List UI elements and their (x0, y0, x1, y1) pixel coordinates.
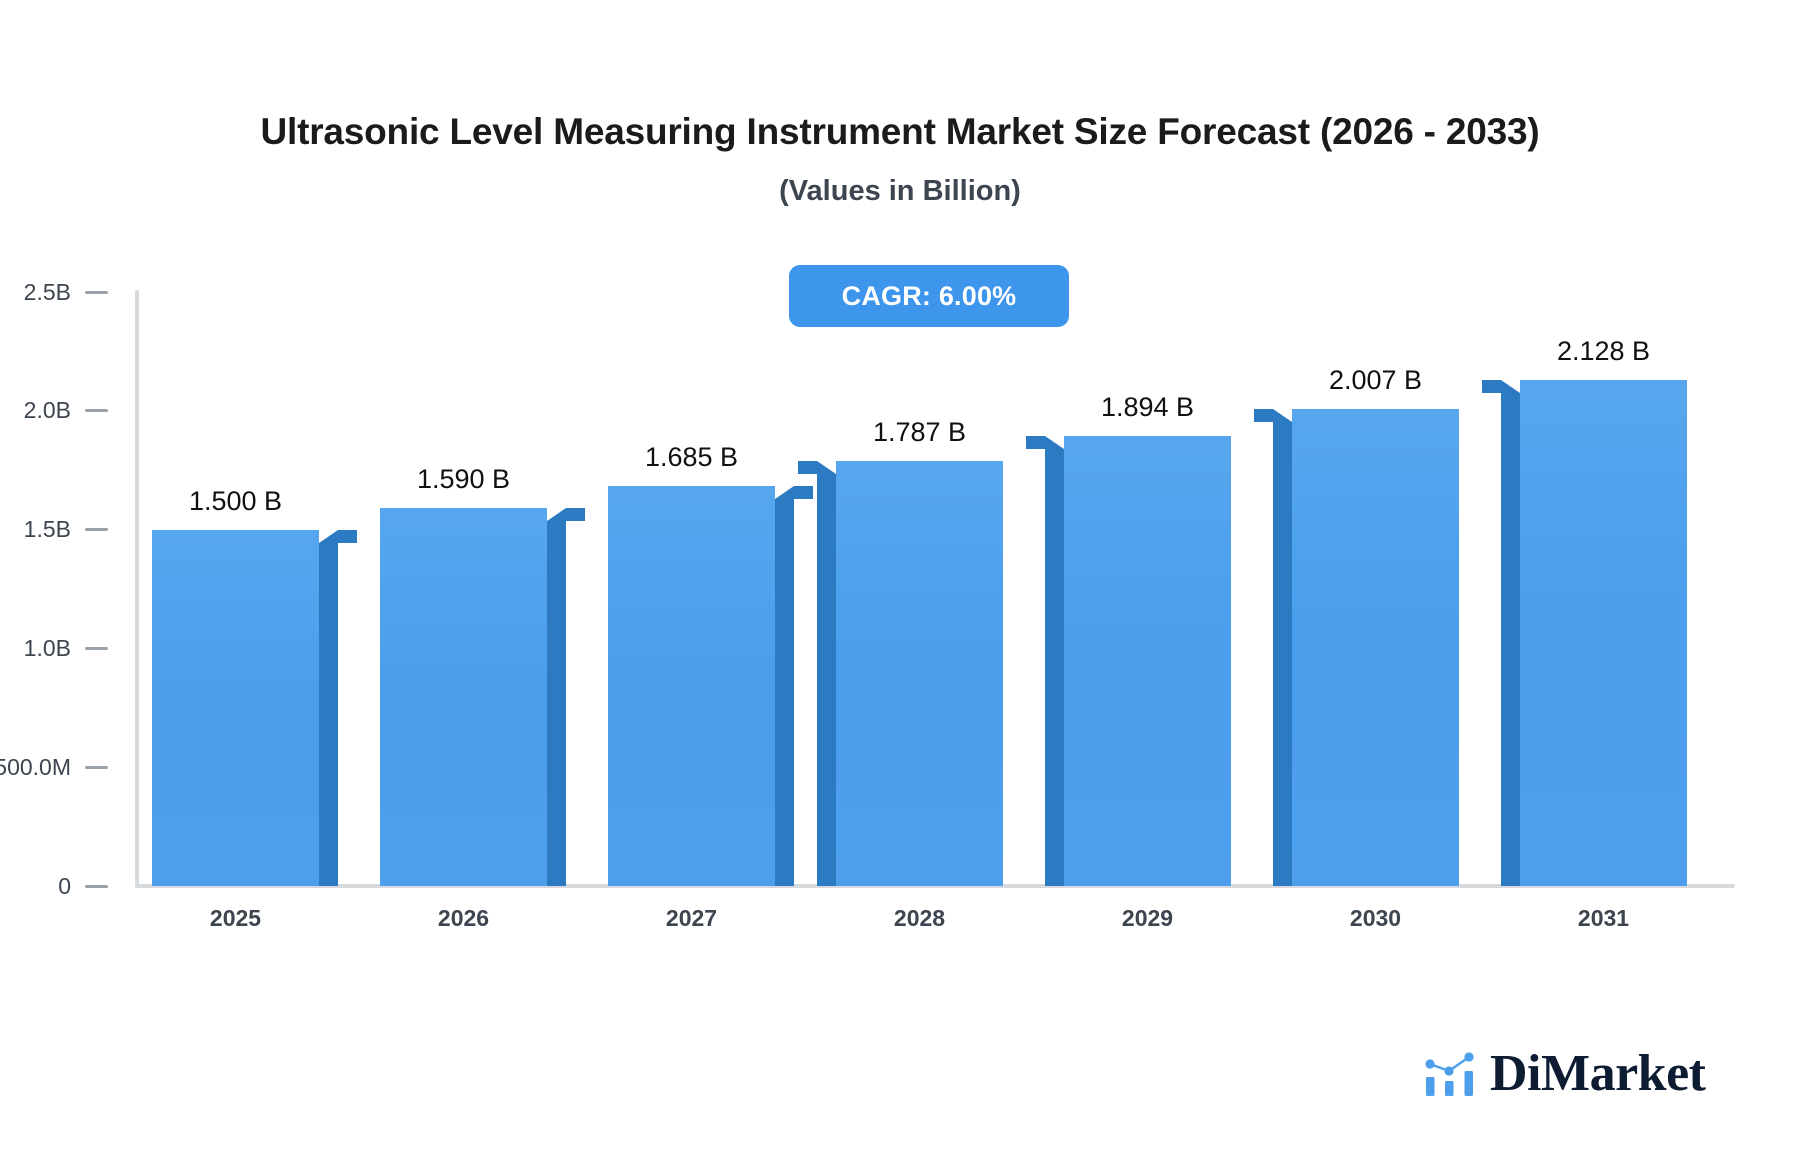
bar-side-face (1501, 393, 1520, 886)
y-axis-line (135, 290, 139, 888)
bar-value-label: 2.007 B (1328, 365, 1423, 396)
brand-logo: DiMarket (1424, 1045, 1706, 1102)
x-axis-line (135, 884, 1735, 888)
bar-side-face (1273, 422, 1292, 886)
logo-text: DiMarket (1490, 1045, 1706, 1102)
bar-top-bevel (319, 529, 357, 543)
x-axis-tick-label: 2027 (665, 905, 718, 931)
x-axis-tick-label: 2030 (1349, 905, 1402, 931)
bar-top-bevel (1482, 380, 1520, 394)
y-axis-tick-label: 0 (58, 872, 71, 899)
bar-value-label: 1.590 B (416, 464, 511, 495)
bar-front-face (152, 529, 319, 886)
x-axis-tick-label: 2031 (1577, 905, 1630, 931)
bar-top-bevel (775, 485, 813, 499)
x-axis-tick-label: 2025 (209, 905, 262, 931)
y-axis-tick: 1.0B (24, 635, 108, 661)
x-axis-tick-label: 2029 (1121, 905, 1174, 931)
y-axis-tick-mark (85, 884, 108, 888)
y-axis-tick-mark (85, 409, 108, 413)
x-axis-tick-label: 2028 (893, 905, 946, 931)
y-axis-tick: 500.0M (0, 754, 108, 780)
bar-side-face (1045, 449, 1064, 886)
bar-front-face (608, 485, 775, 886)
bar-top-bevel (1026, 436, 1064, 449)
y-axis-tick-label: 2.5B (23, 278, 71, 305)
y-axis-tick-label: 1.0B (23, 634, 71, 661)
bar-value-label: 1.787 B (872, 417, 967, 448)
bar-top-bevel (1254, 409, 1292, 423)
bar-side-face (319, 542, 338, 886)
y-axis-tick-label: 2.0B (23, 397, 71, 424)
bar-side-face (547, 521, 566, 886)
chart-subtitle: (Values in Billion) (779, 174, 1021, 207)
bar[interactable]: 1.685 B (608, 442, 813, 886)
bar-front-face (836, 461, 1003, 886)
bar-top-bevel (798, 461, 836, 475)
bar[interactable]: 1.894 B (1026, 392, 1231, 886)
x-axis-tick-label: 2026 (437, 905, 490, 931)
y-axis-tick-mark (85, 290, 108, 294)
y-axis-tick-label: 1.5B (23, 516, 71, 543)
bar-front-face (1520, 380, 1687, 886)
bar-value-label: 2.128 B (1556, 336, 1651, 367)
y-axis-tick-label: 500.0M (0, 753, 71, 780)
y-axis-tick: 2.0B (23, 397, 108, 424)
cagr-badge: CAGR: 6.00% (789, 265, 1069, 327)
bar-side-face (775, 498, 794, 886)
bar[interactable]: 2.128 B (1482, 336, 1687, 886)
bar-value-label: 1.500 B (188, 485, 283, 516)
y-axis-tick: 1.5B (23, 516, 108, 543)
bar-top-bevel (547, 508, 585, 522)
bar-front-face (380, 508, 547, 886)
y-axis-tick: 2.5B (24, 279, 108, 305)
y-axis-tick: 0 (58, 873, 108, 899)
bar-value-label: 1.894 B (1100, 392, 1195, 422)
bar-value-label: 1.685 B (644, 441, 739, 472)
bar[interactable]: 1.590 B (380, 464, 585, 886)
bar[interactable]: 1.500 B (152, 486, 357, 886)
page-title: Ultrasonic Level Measuring Instrument Ma… (260, 111, 1540, 152)
bar-front-face (1292, 409, 1459, 886)
bar-front-face (1064, 436, 1231, 886)
bar-side-face (817, 474, 836, 886)
bar[interactable]: 1.787 B (798, 417, 1003, 886)
chart-header: Ultrasonic Level Measuring Instrument Ma… (0, 0, 1800, 208)
bar[interactable]: 2.007 B (1254, 365, 1459, 886)
y-axis-tick-mark (85, 765, 108, 769)
y-axis-tick-mark (85, 528, 108, 532)
bar-chart-icon (1425, 1052, 1474, 1096)
y-axis-tick-mark (85, 646, 108, 650)
